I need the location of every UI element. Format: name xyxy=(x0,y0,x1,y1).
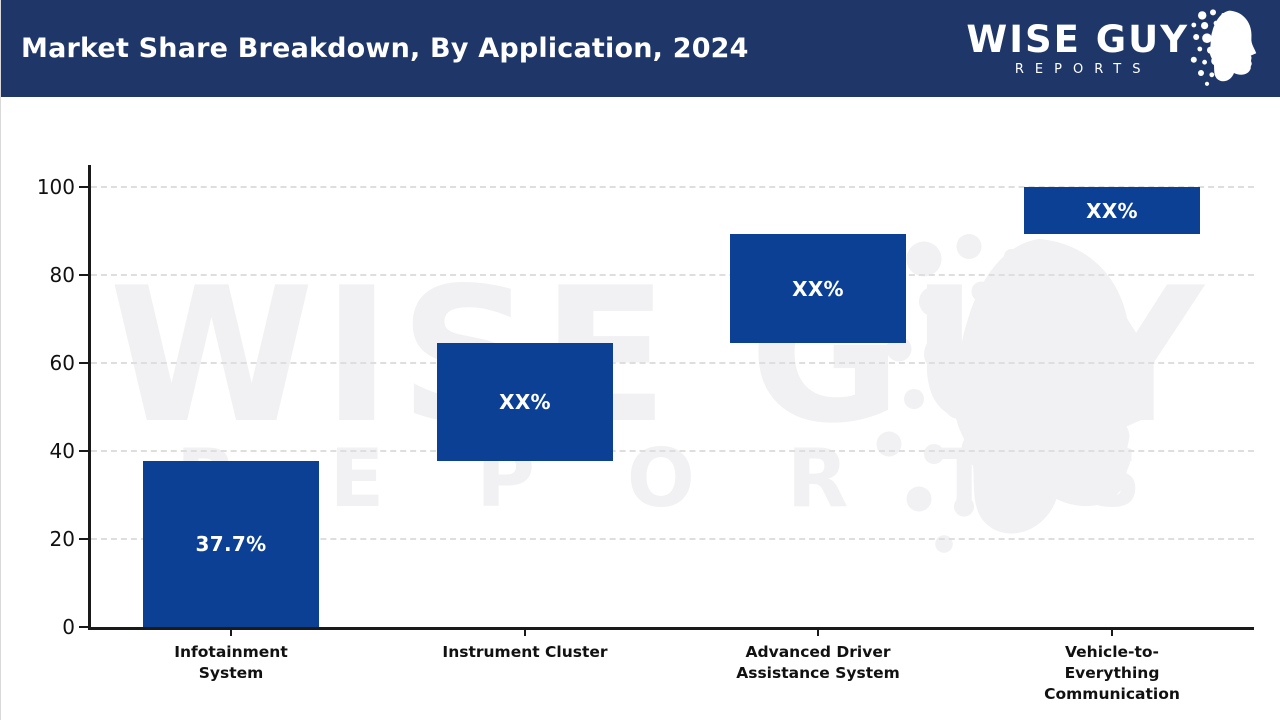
gridline xyxy=(91,186,1254,188)
y-tick-mark xyxy=(79,538,89,540)
x-tick-label: Infotainment System xyxy=(174,643,288,682)
bar: XX% xyxy=(1024,187,1200,235)
x-tick-label: Instrument Cluster xyxy=(442,643,608,661)
y-tick-mark xyxy=(79,186,89,188)
y-tick-label: 100 xyxy=(36,175,75,199)
y-tick-label: 60 xyxy=(49,351,75,375)
gridline xyxy=(91,362,1254,364)
bar: XX% xyxy=(437,343,613,462)
bar-value-label: XX% xyxy=(792,276,844,301)
chart-area: WISE GUY REPORTS 0 20 40 60 80 100 37.7% XX% XX%… xyxy=(1,97,1280,720)
y-tick-label: 40 xyxy=(49,439,75,463)
y-tick-mark xyxy=(79,362,89,364)
x-tick-mark xyxy=(1111,627,1113,636)
x-tick-mark xyxy=(817,627,819,636)
gridline xyxy=(91,274,1254,276)
y-tick-label: 20 xyxy=(49,527,75,551)
y-tick-label: 80 xyxy=(49,263,75,287)
header-bar: Market Share Breakdown, By Application, … xyxy=(1,0,1280,97)
logo-wordmark: WISE GUY xyxy=(966,17,1189,61)
y-tick-label: 0 xyxy=(62,615,75,639)
gridline xyxy=(91,538,1254,540)
bar: XX% xyxy=(730,234,906,344)
x-tick-label: Advanced Driver Assistance System xyxy=(736,643,900,682)
dotted-head-icon xyxy=(1187,7,1263,91)
x-axis xyxy=(88,627,1254,630)
logo-text: WISE GUY REPORTS xyxy=(966,21,1189,77)
logo-subtitle: REPORTS xyxy=(1014,61,1152,77)
y-axis xyxy=(88,165,91,629)
x-tick-mark xyxy=(230,627,232,636)
bar-value-label: XX% xyxy=(499,390,551,415)
gridline xyxy=(91,450,1254,452)
page-title: Market Share Breakdown, By Application, … xyxy=(21,33,749,64)
x-tick-mark xyxy=(524,627,526,636)
y-tick-mark xyxy=(79,274,89,276)
wise-guy-logo: WISE GUY REPORTS xyxy=(966,7,1263,91)
y-tick-mark xyxy=(79,626,89,628)
x-tick-label: Vehicle-to- Everything Communication xyxy=(1044,643,1180,703)
y-tick-mark xyxy=(79,450,89,452)
bar-value-label: XX% xyxy=(1086,198,1138,223)
bar-value-label: 37.7% xyxy=(195,532,267,557)
bar: 37.7% xyxy=(143,461,319,627)
